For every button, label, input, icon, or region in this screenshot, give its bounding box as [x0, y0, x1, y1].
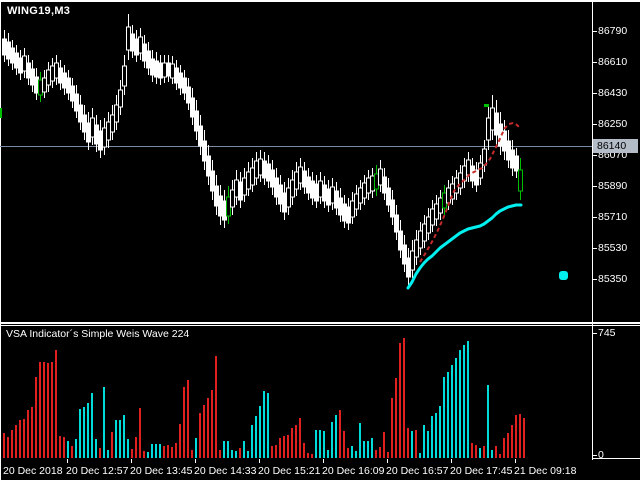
candles-layer — [2, 14, 523, 285]
scale-lines — [67, 2, 640, 463]
ma-line — [406, 203, 523, 290]
panel-separator[interactable] — [0, 322, 640, 326]
weis-wave-histogram — [3, 338, 525, 458]
signal-marks — [0, 104, 489, 118]
dashed-trail-line — [419, 121, 521, 263]
signal-dot — [559, 271, 568, 280]
symbol-label: WING19,M3 — [7, 5, 71, 17]
current-price-box: 86140 — [593, 139, 638, 153]
indicator-label: VSA Indicator´s Simple Weis Wave 224 — [6, 328, 190, 340]
